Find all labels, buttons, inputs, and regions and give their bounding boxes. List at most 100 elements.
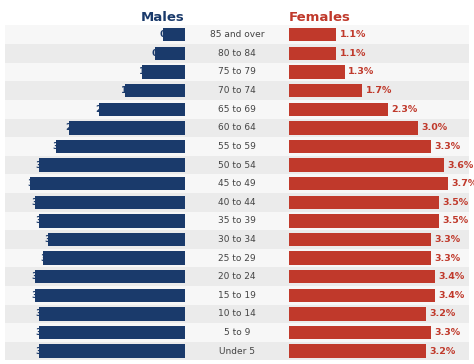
Bar <box>185 193 289 211</box>
Text: 1.4%: 1.4% <box>121 86 148 95</box>
Bar <box>5 230 185 249</box>
Bar <box>289 65 345 79</box>
Text: 80 to 84: 80 to 84 <box>218 49 256 58</box>
Bar <box>185 81 289 100</box>
Text: 1.7%: 1.7% <box>365 86 392 95</box>
Bar <box>185 119 289 137</box>
Text: 35 to 39: 35 to 39 <box>218 216 256 225</box>
Bar <box>185 100 289 119</box>
Bar <box>289 140 431 153</box>
Text: 75 to 79: 75 to 79 <box>218 67 256 76</box>
Bar <box>289 47 337 60</box>
Bar <box>5 119 185 137</box>
Bar <box>5 63 185 81</box>
Text: 3.7%: 3.7% <box>451 179 474 188</box>
Bar <box>185 156 289 174</box>
Bar <box>5 323 185 342</box>
Bar <box>5 25 185 44</box>
Bar <box>185 44 289 63</box>
Bar <box>185 211 289 230</box>
Bar <box>5 249 185 267</box>
Bar <box>289 81 469 100</box>
Bar <box>35 270 185 283</box>
Bar <box>5 267 185 286</box>
Text: 2.0%: 2.0% <box>96 105 122 114</box>
Bar <box>35 195 185 209</box>
Bar <box>289 84 362 97</box>
Text: 3.4%: 3.4% <box>36 328 62 337</box>
Bar <box>185 25 289 44</box>
Bar <box>289 174 469 193</box>
Bar <box>289 119 469 137</box>
Text: 3.4%: 3.4% <box>36 161 62 170</box>
Bar <box>185 323 289 342</box>
Text: 3.2%: 3.2% <box>430 347 456 356</box>
Bar <box>185 267 289 286</box>
Text: 1.3%: 1.3% <box>348 67 374 76</box>
Text: 3.5%: 3.5% <box>31 272 57 281</box>
Bar <box>39 307 185 321</box>
Bar <box>185 342 289 360</box>
Bar <box>185 342 289 360</box>
Text: 0.7%: 0.7% <box>151 49 178 58</box>
Text: 3.5%: 3.5% <box>31 291 57 300</box>
Text: 2.3%: 2.3% <box>391 105 418 114</box>
Bar <box>289 267 469 286</box>
Bar <box>289 270 435 283</box>
Bar <box>185 25 289 44</box>
Bar <box>5 286 185 305</box>
Bar <box>185 230 289 249</box>
Bar <box>185 230 289 249</box>
Text: 3.5%: 3.5% <box>443 216 469 225</box>
Bar <box>185 156 289 174</box>
Bar <box>56 140 185 153</box>
Bar <box>185 63 289 81</box>
Text: 3.4%: 3.4% <box>438 291 465 300</box>
Bar <box>5 174 185 193</box>
Text: 3.3%: 3.3% <box>434 142 460 151</box>
Text: 15 to 19: 15 to 19 <box>218 291 256 300</box>
Bar <box>5 211 185 230</box>
Text: 20 to 24: 20 to 24 <box>218 272 256 281</box>
Bar <box>69 121 185 135</box>
Text: 70 to 74: 70 to 74 <box>218 86 256 95</box>
Bar <box>289 251 431 265</box>
Bar <box>185 100 289 119</box>
Bar <box>5 100 185 119</box>
Bar <box>289 233 431 246</box>
Bar <box>39 214 185 228</box>
Bar <box>185 174 289 193</box>
Text: 3.3%: 3.3% <box>434 254 460 262</box>
Text: 2.7%: 2.7% <box>65 123 92 132</box>
Bar <box>5 44 185 63</box>
Text: 1.0%: 1.0% <box>138 67 165 76</box>
Text: 55 to 59: 55 to 59 <box>218 142 256 151</box>
Bar <box>185 81 289 100</box>
Text: Males: Males <box>141 11 185 24</box>
Bar <box>185 323 289 342</box>
Text: 3.6%: 3.6% <box>447 161 473 170</box>
Bar <box>289 177 448 190</box>
Bar <box>185 286 289 305</box>
Bar <box>289 214 439 228</box>
Bar <box>185 305 289 323</box>
Bar <box>289 307 427 321</box>
Bar <box>185 174 289 193</box>
Bar <box>289 342 469 360</box>
Text: 1.1%: 1.1% <box>340 30 366 39</box>
Text: 10 to 14: 10 to 14 <box>218 309 256 318</box>
Bar <box>289 289 435 302</box>
Text: 3.5%: 3.5% <box>443 198 469 207</box>
Bar <box>289 156 469 174</box>
Text: Females: Females <box>289 11 351 24</box>
Bar <box>289 249 469 267</box>
Bar <box>5 193 185 211</box>
Text: 1.1%: 1.1% <box>340 49 366 58</box>
Bar <box>185 305 289 323</box>
Bar <box>289 323 469 342</box>
Bar <box>289 44 469 63</box>
Bar <box>289 326 431 339</box>
Bar <box>289 193 469 211</box>
Text: 3.2%: 3.2% <box>430 309 456 318</box>
Bar <box>289 63 469 81</box>
